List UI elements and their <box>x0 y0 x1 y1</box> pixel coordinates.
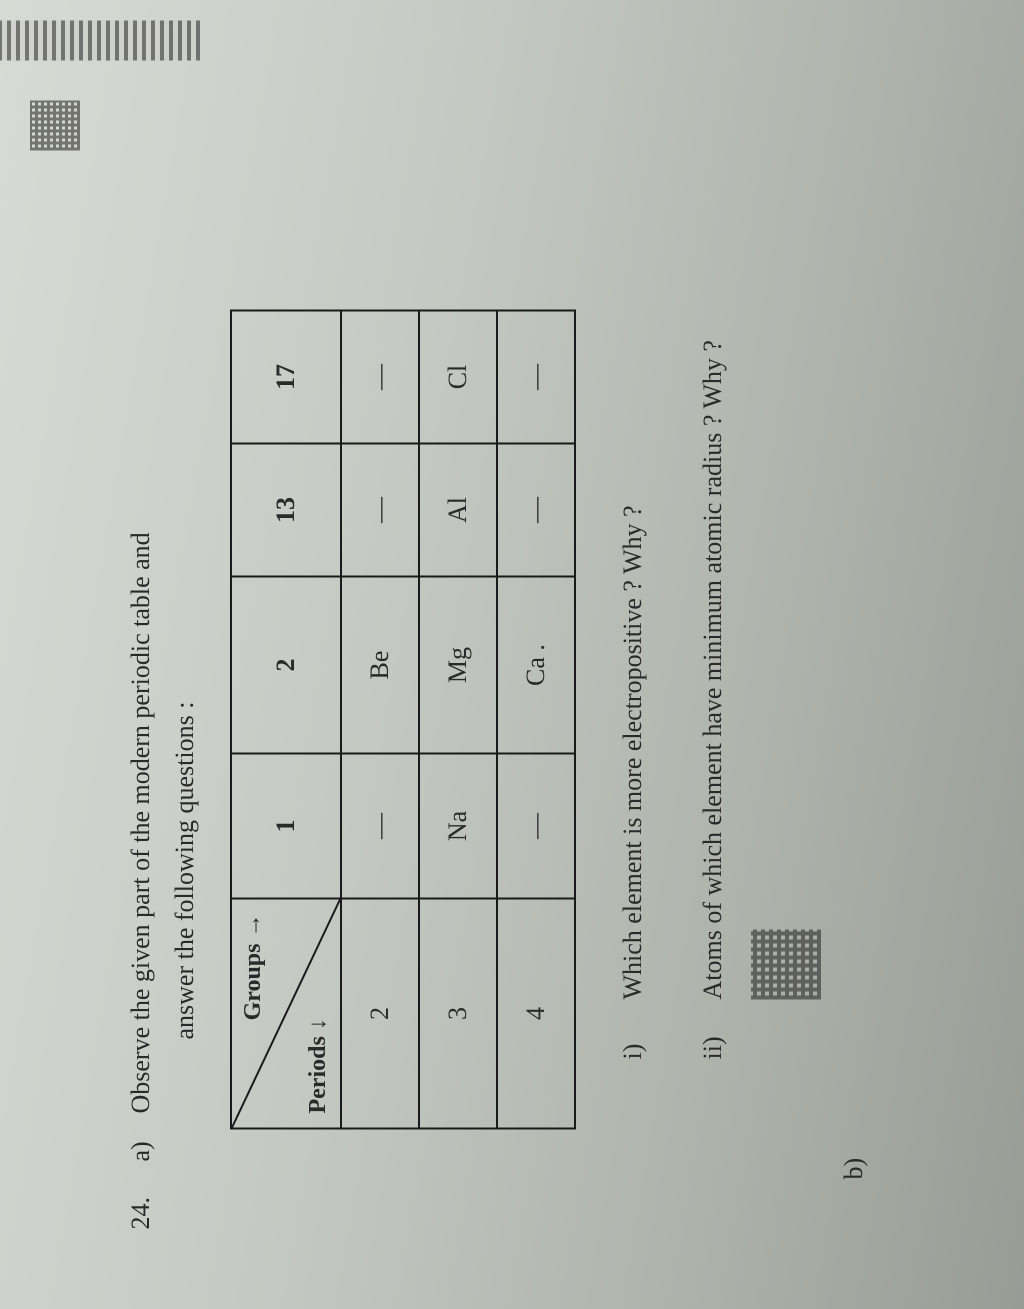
periods-label: Periods ↓ <box>305 1018 332 1113</box>
period-cell: 4 <box>497 898 575 1128</box>
question-sub-a: a) <box>126 1131 156 1161</box>
table-row: 3 Na Mg Al Cl <box>419 310 497 1128</box>
element-cell: Ca . <box>497 576 575 753</box>
element-cell: — <box>341 310 419 443</box>
table-header-row: Groups → Periods ↓ 1 2 13 17 <box>231 310 341 1128</box>
element-cell: — <box>497 443 575 576</box>
col-header: 13 <box>231 443 341 576</box>
table-row: 4 — Ca . — — <box>497 310 575 1128</box>
diagonal-header-cell: Groups → Periods ↓ <box>231 898 341 1128</box>
question-header: 24. a) Observe the given part of the mod… <box>120 70 162 1229</box>
element-cell: Na <box>419 753 497 898</box>
element-cell: Cl <box>419 310 497 443</box>
question-text-line2: answer the following questions : <box>170 70 200 1039</box>
element-cell: — <box>497 310 575 443</box>
subquestion-ii: ii) Atoms of which element have minimum … <box>690 70 737 1059</box>
element-cell: — <box>341 443 419 576</box>
question-text-line1: Observe the given part of the modern per… <box>120 70 162 1113</box>
subquestion-number: ii) <box>690 1019 737 1059</box>
groups-label: Groups → <box>240 913 267 1020</box>
qr-code-bottom <box>751 929 821 999</box>
subquestion-text: Atoms of which element have minimum atom… <box>690 70 737 999</box>
question-number: 24. <box>126 1179 156 1229</box>
element-cell: — <box>497 753 575 898</box>
question-sub-b: b) <box>839 70 869 1179</box>
subquestion-i: i) Which element is more electropositive… <box>610 70 657 1059</box>
col-header: 17 <box>231 310 341 443</box>
element-cell: Al <box>419 443 497 576</box>
barcode-strip <box>0 20 200 60</box>
element-cell: Be <box>341 576 419 753</box>
table-row: 2 — Be — — <box>341 310 419 1128</box>
periodic-table: Groups → Periods ↓ 1 2 13 17 2 — Be — — … <box>230 309 576 1129</box>
col-header: 2 <box>231 576 341 753</box>
period-cell: 2 <box>341 898 419 1128</box>
element-cell: Mg <box>419 576 497 753</box>
col-header: 1 <box>231 753 341 898</box>
element-cell: — <box>341 753 419 898</box>
subquestion-number: i) <box>610 1019 657 1059</box>
periodic-table-excerpt: Groups → Periods ↓ 1 2 13 17 2 — Be — — … <box>230 309 576 1129</box>
subquestion-text: Which element is more electropositive ? … <box>610 70 657 999</box>
period-cell: 3 <box>419 898 497 1128</box>
qr-code-top <box>30 100 80 150</box>
